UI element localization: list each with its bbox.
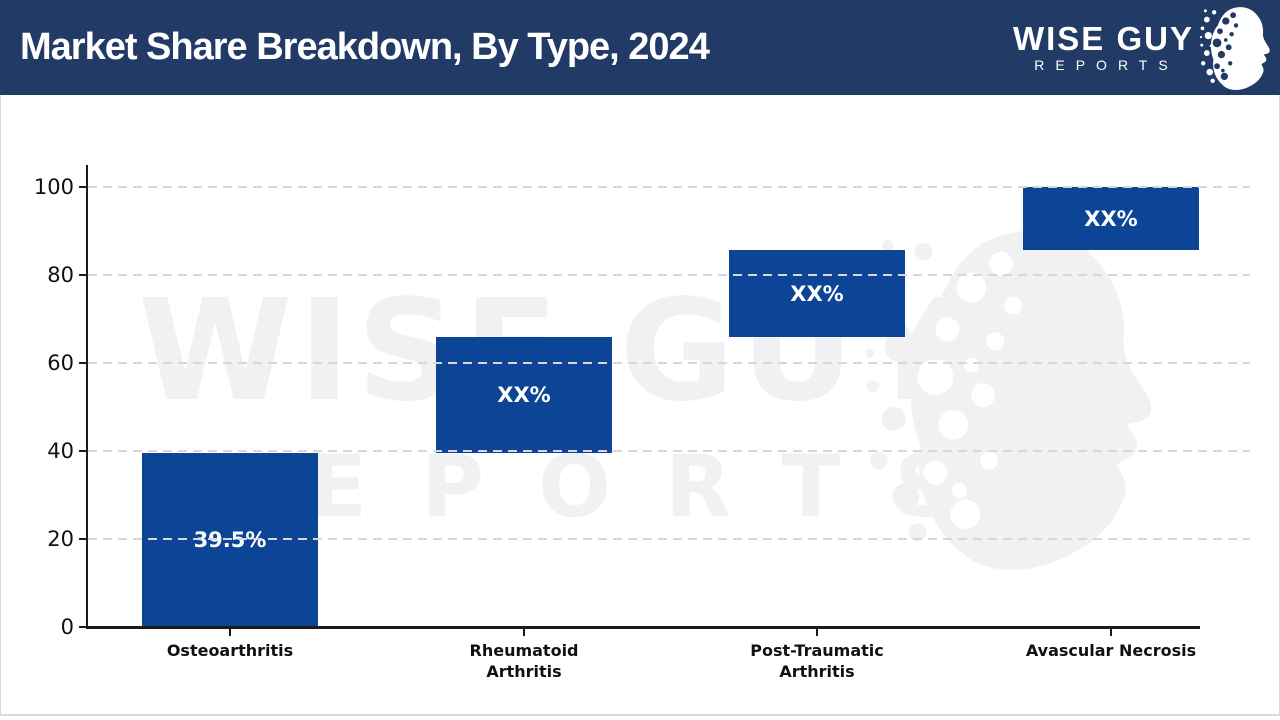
x-tick xyxy=(816,629,818,636)
bar-osteoarthritis: 39.5% xyxy=(142,453,318,627)
x-tick xyxy=(1110,629,1112,636)
gridline-20 xyxy=(88,538,1250,540)
wiseguy-head-logo-icon xyxy=(1199,6,1270,90)
gridline-60 xyxy=(88,362,1250,364)
watermark-head-icon xyxy=(865,230,1152,570)
y-tick-label: 100 xyxy=(33,175,74,199)
bar-avascular-necrosis: XX% xyxy=(1023,187,1199,250)
y-tick-label: 40 xyxy=(47,439,74,463)
wiseguy-logo-text: WISE GUY REPORTS xyxy=(1012,19,1194,74)
x-label-osteoarthritis: Osteoarthritis xyxy=(120,640,340,661)
x-axis-line xyxy=(86,626,1200,629)
logo-subtitle: REPORTS xyxy=(1034,56,1179,73)
y-tick xyxy=(79,450,87,452)
x-tick xyxy=(523,629,525,636)
x-label-line: Avascular Necrosis xyxy=(1025,641,1197,660)
bar-value-label: XX% xyxy=(790,281,844,306)
y-tick-label: 80 xyxy=(47,263,74,287)
y-tick-label: 60 xyxy=(47,351,74,375)
x-label-line: Rheumatoid xyxy=(469,641,579,660)
bar-value-label: 39.5% xyxy=(193,528,267,552)
bar-rheumatoid-arthritis: XX% xyxy=(436,337,612,453)
x-label-rheumatoid-arthritis: Rheumatoid Arthritis xyxy=(414,640,634,682)
page-title: Market Share Breakdown, By Type, 2024 xyxy=(20,26,710,68)
x-label-line: Osteoarthritis xyxy=(166,641,294,660)
bar-value-label: XX% xyxy=(1084,206,1138,231)
gridline-80 xyxy=(88,274,1250,276)
x-label-line: Arthritis xyxy=(486,662,562,681)
left-border-line xyxy=(0,95,1,716)
y-tick-label: 0 xyxy=(60,615,74,639)
x-label-post-traumatic-arthritis: Post-Traumatic Arthritis xyxy=(707,640,927,682)
header-bar: Market Share Breakdown, By Type, 2024 WI… xyxy=(0,0,1280,95)
y-tick xyxy=(79,274,87,276)
y-tick xyxy=(79,186,87,188)
y-tick xyxy=(79,538,87,540)
bar-post-traumatic-arthritis: XX% xyxy=(729,250,905,337)
y-axis-line xyxy=(86,165,88,628)
gridline-40 xyxy=(88,450,1250,452)
wiseguy-logo: WISE GUY REPORTS xyxy=(1013,0,1274,95)
bar-value-label: XX% xyxy=(497,383,551,407)
y-tick xyxy=(79,626,87,628)
y-tick xyxy=(79,362,87,364)
gridline-100 xyxy=(88,186,1250,188)
x-label-line: Arthritis xyxy=(779,662,855,681)
logo-wordmark: WISE GUY xyxy=(1012,19,1194,57)
x-label-avascular-necrosis: Avascular Necrosis xyxy=(1001,640,1221,661)
x-label-line: Post-Traumatic xyxy=(750,641,884,660)
y-tick-label: 20 xyxy=(47,527,74,551)
x-tick xyxy=(229,629,231,636)
bottom-border-line xyxy=(0,714,1280,716)
